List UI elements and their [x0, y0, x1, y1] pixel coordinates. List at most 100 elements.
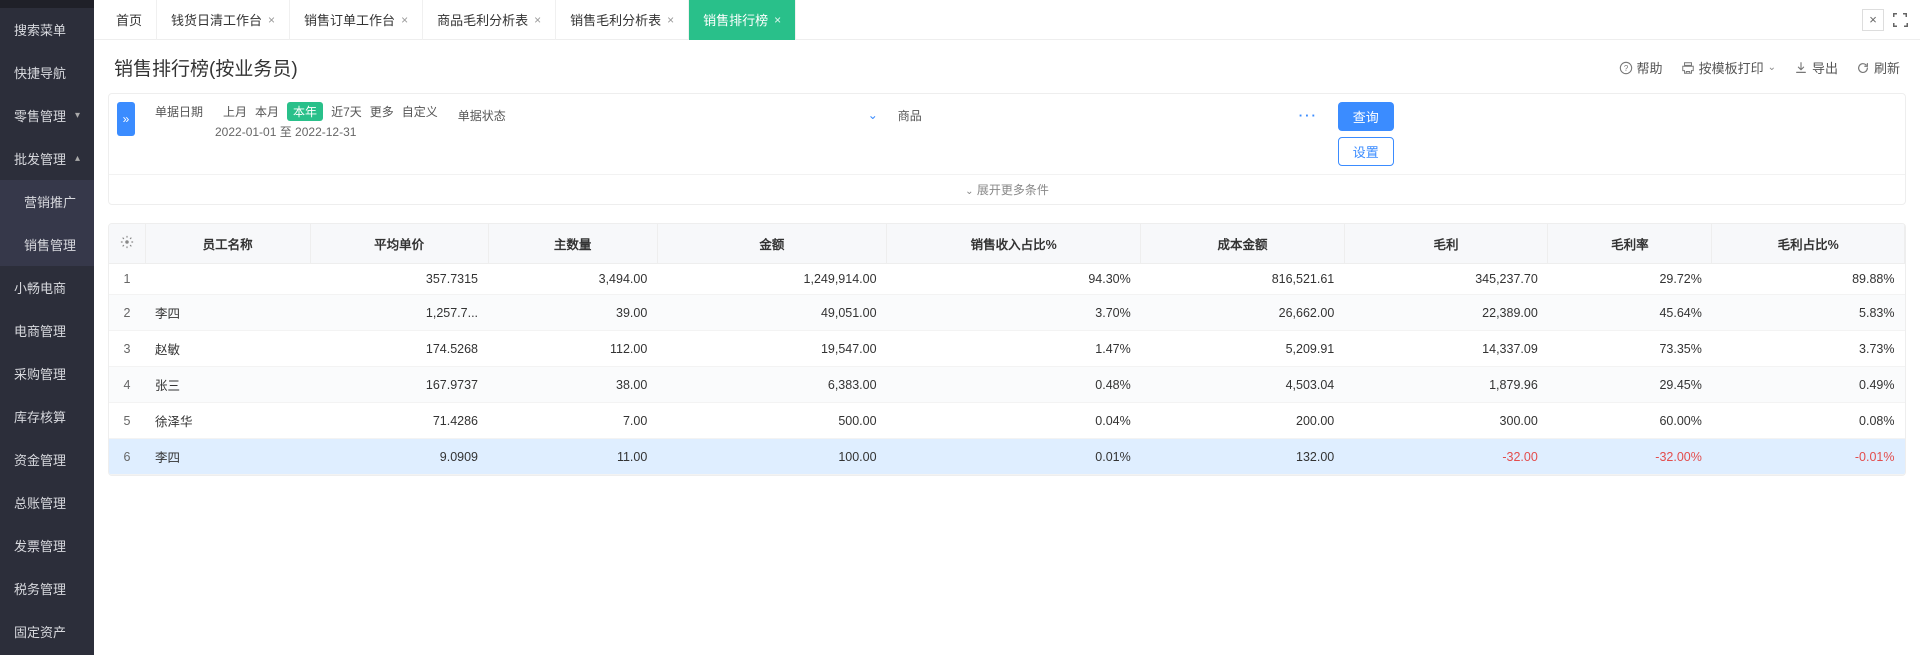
close-all-tabs-button[interactable]: × [1862, 9, 1884, 31]
filter-status-label: 单据状态 [458, 107, 516, 124]
export-icon [1794, 61, 1808, 75]
sidebar-item-3[interactable]: 批发管理▴ [0, 137, 94, 180]
cell: 94.30% [887, 264, 1141, 295]
tab-3[interactable]: 商品毛利分析表× [423, 0, 556, 40]
query-button[interactable]: 查询 [1338, 102, 1394, 131]
close-icon[interactable]: × [667, 13, 674, 27]
tab-5[interactable]: 销售排行榜 × [689, 0, 796, 40]
product-select[interactable] [940, 102, 1291, 128]
date-pill-2[interactable]: 本年 [287, 102, 323, 121]
expand-filter-button[interactable]: ⌄ 展开更多条件 [109, 174, 1905, 204]
cell: 167.9737 [310, 367, 488, 403]
table-row[interactable]: 3赵敏174.5268112.0019,547.001.47%5,209.911… [109, 331, 1905, 367]
close-icon[interactable]: × [774, 13, 781, 27]
sidebar-item-14[interactable]: 固定资产 [0, 610, 94, 653]
more-filter-button[interactable]: ··· [1299, 108, 1318, 123]
date-pill-5[interactable]: 自定义 [402, 103, 438, 120]
tab-2[interactable]: 销售订单工作台× [290, 0, 423, 40]
sidebar-item-4[interactable]: 营销推广 [0, 180, 94, 223]
export-button[interactable]: 导出 [1794, 58, 1838, 77]
column-header-8[interactable]: 毛利占比% [1712, 224, 1905, 264]
settings-button[interactable]: 设置 [1338, 137, 1394, 166]
tab-0[interactable]: 首页 [102, 0, 157, 40]
column-header-1[interactable]: 平均单价 [310, 224, 488, 264]
sidebar-item-2[interactable]: 零售管理▾ [0, 94, 94, 137]
sidebar-item-11[interactable]: 总账管理 [0, 481, 94, 524]
table-row[interactable]: 6李四9.090911.00100.000.01%132.00-32.00-32… [109, 439, 1905, 475]
column-header-2[interactable]: 主数量 [488, 224, 657, 264]
cell: -32.00 [1344, 439, 1548, 475]
close-icon[interactable]: × [534, 13, 541, 27]
filter-collapse-handle[interactable]: » [117, 102, 135, 136]
tab-label: 销售排行榜 [703, 10, 768, 29]
column-header-7[interactable]: 毛利率 [1548, 224, 1712, 264]
page-header: 销售排行榜(按业务员) ? 帮助 按模板打印 ⌄ 导出 [94, 40, 1920, 93]
sidebar-item-1[interactable]: 快捷导航 [0, 51, 94, 94]
column-header-5[interactable]: 成本金额 [1141, 224, 1345, 264]
cell: 9.0909 [310, 439, 488, 475]
column-header-6[interactable]: 毛利 [1344, 224, 1548, 264]
sidebar-item-5[interactable]: 销售管理 [0, 223, 94, 266]
sidebar-item-13[interactable]: 税务管理 [0, 567, 94, 610]
cell: 200.00 [1141, 403, 1345, 439]
fullscreen-icon[interactable] [1892, 12, 1908, 28]
table-wrap: 员工名称平均单价主数量金额销售收入占比%成本金额毛利毛利率毛利占比% 1357.… [108, 223, 1906, 476]
cell: -0.01% [1712, 439, 1905, 475]
sidebar-item-label: 搜索菜单 [14, 20, 66, 39]
cell: 38.00 [488, 367, 657, 403]
date-pill-4[interactable]: 更多 [370, 103, 394, 120]
tab-label: 销售毛利分析表 [570, 10, 661, 29]
table-row[interactable]: 4张三167.973738.006,383.000.48%4,503.041,8… [109, 367, 1905, 403]
cell: 4,503.04 [1141, 367, 1345, 403]
cell: 19,547.00 [657, 331, 886, 367]
cell: 0.04% [887, 403, 1141, 439]
cell: 1,249,914.00 [657, 264, 886, 295]
cell: 26,662.00 [1141, 295, 1345, 331]
table-row[interactable]: 2李四1,257.7...39.0049,051.003.70%26,662.0… [109, 295, 1905, 331]
sidebar-item-12[interactable]: 发票管理 [0, 524, 94, 567]
tab-1[interactable]: 钱货日清工作台× [157, 0, 290, 40]
cell: 29.72% [1548, 264, 1712, 295]
sidebar-item-label: 发票管理 [14, 536, 66, 555]
help-button[interactable]: ? 帮助 [1619, 58, 1663, 77]
sidebar-item-label: 电商管理 [14, 321, 66, 340]
tab-4[interactable]: 销售毛利分析表 × [556, 0, 689, 40]
sidebar-item-8[interactable]: 采购管理 [0, 352, 94, 395]
sidebar: 搜索菜单快捷导航零售管理▾批发管理▴营销推广销售管理小畅电商电商管理采购管理库存… [0, 0, 94, 655]
print-button[interactable]: 按模板打印 ⌄ [1681, 58, 1776, 77]
sidebar-item-10[interactable]: 资金管理 [0, 438, 94, 481]
close-icon[interactable]: × [401, 13, 408, 27]
date-pill-3[interactable]: 近7天 [331, 103, 362, 120]
sidebar-item-label: 固定资产 [14, 622, 66, 641]
column-header-3[interactable]: 金额 [657, 224, 886, 264]
sidebar-item-label: 批发管理 [14, 149, 66, 168]
cell: 100.00 [657, 439, 886, 475]
cell: 0.01% [887, 439, 1141, 475]
refresh-label: 刷新 [1874, 58, 1900, 77]
column-header-4[interactable]: 销售收入占比% [887, 224, 1141, 264]
sidebar-item-0[interactable]: 搜索菜单 [0, 8, 94, 51]
filter-date-group: 单据日期 上月本月本年近7天更多自定义 2022-01-01 至 2022-12… [155, 102, 438, 140]
cell: 1 [109, 264, 145, 295]
sidebar-item-6[interactable]: 小畅电商 [0, 266, 94, 309]
table-settings-button[interactable] [109, 224, 145, 264]
sidebar-item-7[interactable]: 电商管理 [0, 309, 94, 352]
date-range-text: 2022-01-01 至 2022-12-31 [155, 123, 438, 140]
expand-filter-label: 展开更多条件 [977, 183, 1049, 197]
table-row[interactable]: 1357.73153,494.001,249,914.0094.30%816,5… [109, 264, 1905, 295]
filter-buttons: 查询 设置 [1338, 102, 1394, 166]
date-pill-0[interactable]: 上月 [223, 103, 247, 120]
sidebar-item-9[interactable]: 库存核算 [0, 395, 94, 438]
filter-row: » 单据日期 上月本月本年近7天更多自定义 2022-01-01 至 2022-… [109, 94, 1905, 174]
page-title: 销售排行榜(按业务员) [114, 54, 298, 81]
column-header-0[interactable]: 员工名称 [145, 224, 310, 264]
ranking-table: 员工名称平均单价主数量金额销售收入占比%成本金额毛利毛利率毛利占比% 1357.… [109, 224, 1905, 475]
status-select[interactable]: ⌄ [524, 102, 878, 128]
export-label: 导出 [1812, 58, 1838, 77]
cell: 赵敏 [145, 331, 310, 367]
date-pill-1[interactable]: 本月 [255, 103, 279, 120]
cell: 5,209.91 [1141, 331, 1345, 367]
close-icon[interactable]: × [268, 13, 275, 27]
refresh-button[interactable]: 刷新 [1856, 58, 1900, 77]
table-row[interactable]: 5徐泽华71.42867.00500.000.04%200.00300.0060… [109, 403, 1905, 439]
